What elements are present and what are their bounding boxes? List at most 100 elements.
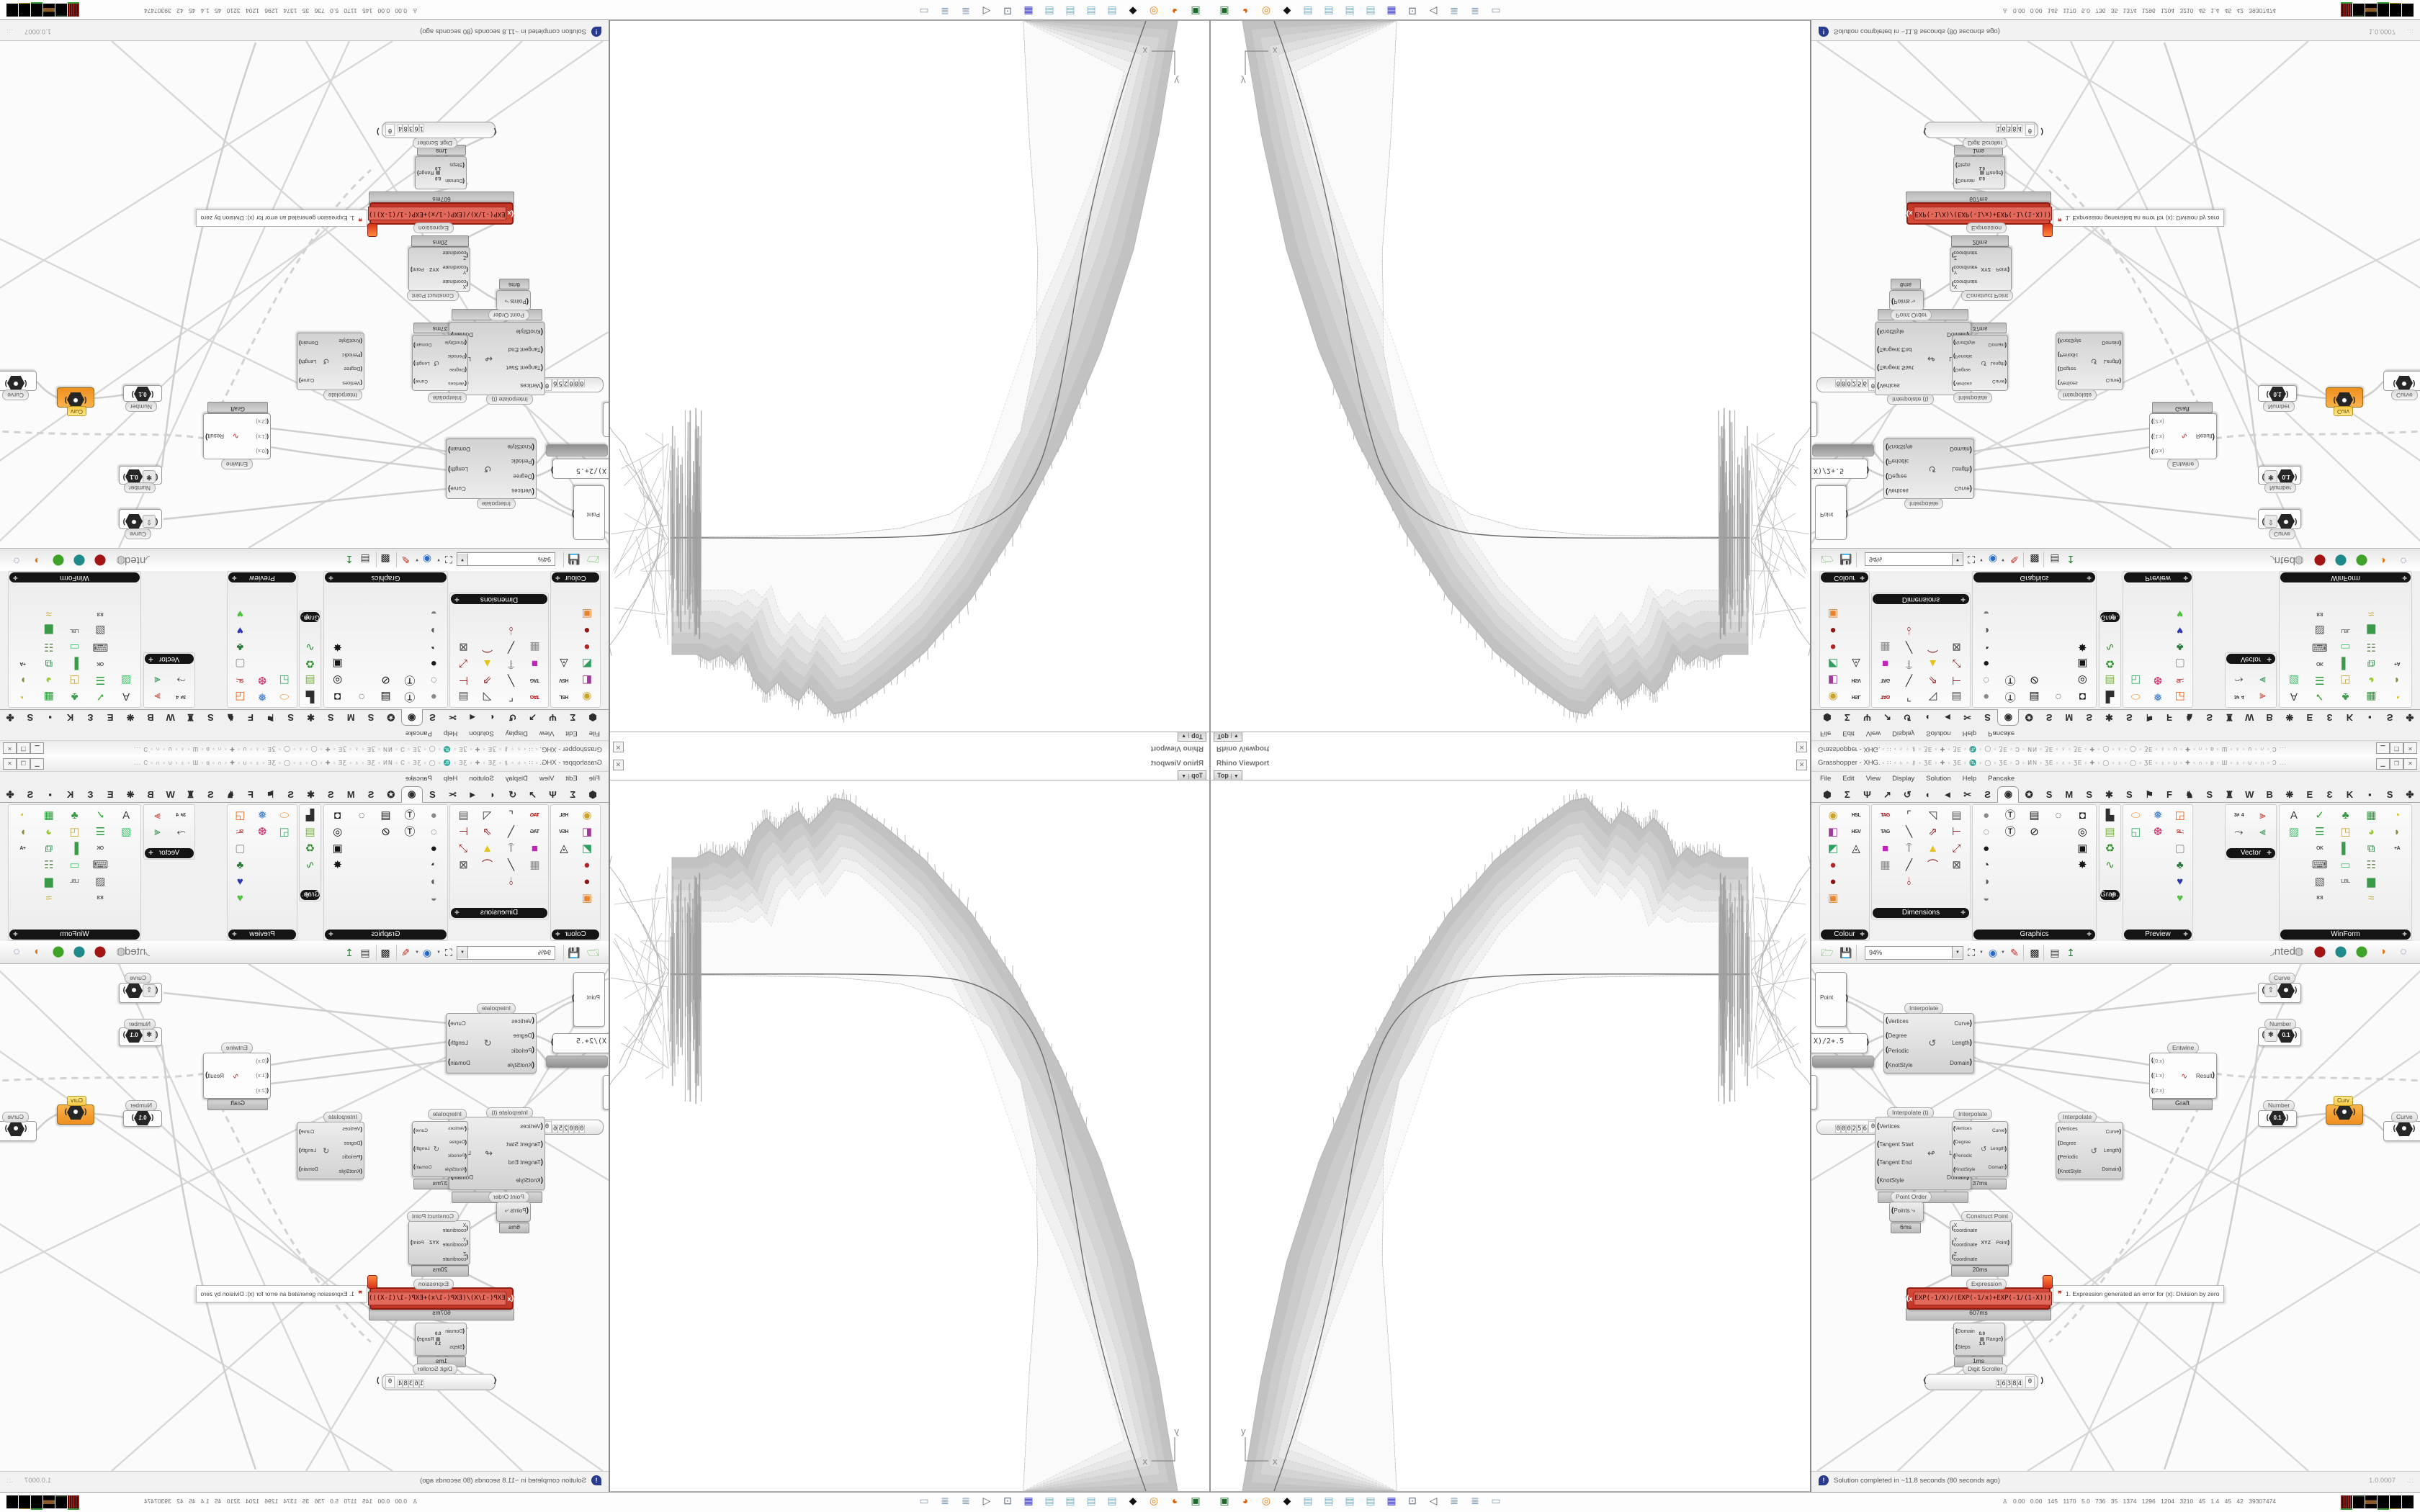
panel-label[interactable]: Colour ✚ [552,572,599,582]
interpolate-node[interactable]: (Vertices(Degree(Periodic(KnotStyle ↺ Cu… [1883,1013,1974,1074]
curvature-group-node[interactable]: (✺) [2326,387,2363,408]
component-tab[interactable]: ↺ [508,789,517,800]
open-file-icon[interactable]: 🗁 [1821,947,1834,958]
graft-bar[interactable]: Graft [2152,402,2213,413]
save-file-icon[interactable]: 💾 [568,947,581,958]
component-tab[interactable]: S [2206,789,2213,800]
interpolate3-label[interactable]: Interpolate [323,390,362,400]
component-tab[interactable]: S [2126,789,2133,800]
caret-icon[interactable]: ▼ [2001,557,2005,562]
interpolate3-label[interactable]: Interpolate [2058,1112,2097,1122]
digit-scroller-label[interactable]: Digit Scroller [412,1364,457,1374]
component-tab[interactable]: K [66,789,74,800]
expression-label[interactable]: Expression [1966,222,2007,233]
close-icon[interactable]: ✕ [1796,760,1807,770]
graft-bar[interactable]: Graft [207,1099,268,1110]
curve-param-label[interactable]: Curve [2269,528,2295,539]
system-monitor-graphs[interactable] [2341,2,2414,17]
component-tab[interactable]: S [2386,712,2393,723]
open-file-icon[interactable]: 🗁 [586,947,599,958]
panel-label[interactable]: Vector ✚ [145,654,194,664]
point-order-node[interactable]: (Points ⤷ [496,290,531,310]
component-tab[interactable]: Ψ [1863,789,1871,800]
digit-scroller-left[interactable]: 000256 0 ) [534,377,604,392]
curve-param-label[interactable]: Curve [125,528,151,539]
system-monitor-graphs[interactable] [2341,1495,2414,1510]
component-tab[interactable]: W [2245,712,2254,723]
number-param-label[interactable]: Number [123,1019,156,1030]
digit-scroller-label[interactable]: Digit Scroller [1963,1364,2008,1374]
interpolate2-label[interactable]: Interpolate [1953,392,1993,403]
component-tab[interactable]: ◉ [400,786,423,803]
component-tab[interactable]: Ɛ [2326,789,2333,800]
close-button[interactable]: ✕ [3,758,17,770]
component-tab[interactable]: ◄ [1942,789,1953,800]
component-tab[interactable]: S [327,712,334,723]
component-tab[interactable]: ⚑ [266,789,275,800]
panel-label[interactable]: Graphics ✚ [1973,930,2095,940]
number-param-node[interactable]: (✱0.1) [119,1027,162,1046]
preview-eye-icon[interactable]: ◉ [1988,554,1998,565]
component-tab[interactable]: ✂ [1963,712,1972,723]
curve-param-node[interactable]: (⇧✺) [2258,983,2301,1003]
number2-label[interactable]: Number [2263,1100,2295,1111]
interpolate-t-label[interactable]: Interpolate (t) [1887,1107,1934,1118]
curve2-node[interactable]: (✺) [2383,371,2420,391]
panel-label[interactable]: WinForm ✚ [2280,930,2411,940]
menu-item[interactable]: Edit [1842,774,1855,783]
caret-icon[interactable]: ▼ [1979,950,1984,955]
component-tab[interactable]: Ƨ [429,712,436,723]
panel-label[interactable]: Colour ✚ [1821,572,1868,582]
component-tab[interactable]: F [2166,712,2172,723]
range-node[interactable]: (Domain(Steps 0.0 ▦ 1.0 Range) [415,156,467,189]
resize-grip[interactable]: .:: [6,1477,13,1484]
solver-balloon-icon[interactable]: ! [591,1475,601,1485]
entwine-label[interactable]: Entwine [220,459,253,469]
component-tab[interactable]: Ɛ [87,712,94,723]
menu-item[interactable]: View [1865,774,1881,783]
error-balloon-icon[interactable] [2043,223,2053,237]
caret-icon[interactable]: ▼ [415,950,419,955]
component-tab[interactable]: S [327,789,334,800]
component-tab[interactable]: ↺ [508,712,517,723]
panel-label[interactable]: Graphics ✚ [325,572,447,582]
component-tab[interactable]: ◖ [1924,789,1930,800]
menu-item[interactable]: Display [505,729,528,738]
point-param-node[interactable]: Point ) [1815,485,1848,540]
component-tab[interactable]: ▪ [48,712,53,723]
point-order-node[interactable]: (Points ⤷ [1889,290,1924,310]
number2-node[interactable]: (0.1) [2258,385,2297,402]
menu-item[interactable]: Edit [1842,729,1855,738]
component-tab[interactable]: S [2045,789,2053,800]
component-tab[interactable]: ◖ [1924,712,1930,723]
component-tab[interactable]: ✂ [1963,789,1972,800]
caret-icon[interactable]: ▼ [436,950,441,955]
interpolate-node[interactable]: (Vertices(Degree(Periodic(KnotStyle ↺ Cu… [446,438,537,499]
close-icon[interactable]: ✕ [613,742,624,752]
interpolate2-label[interactable]: Interpolate [427,392,467,403]
component-tab[interactable]: ♞ [2184,712,2194,723]
minimize-button[interactable]: ▁ [2376,742,2390,754]
viewport-canvas[interactable]: y x [609,780,1209,1492]
system-monitor-graphs[interactable] [6,1495,79,1510]
component-tab[interactable]: ◖ [490,789,496,800]
entwine-node[interactable]: ({0:x}({1:x}({2:x} ∿ Result) [203,413,271,459]
zoom-combo[interactable]: 94% ▼ [1865,552,1963,566]
panel-label[interactable]: Colour ✚ [552,930,599,940]
panel-label[interactable]: Dimensions ✚ [1873,908,1969,918]
interpolate2-label[interactable]: Interpolate [427,1109,467,1120]
menu-item[interactable]: Solution [469,774,494,783]
curve2-node[interactable]: (✺) [0,371,37,391]
component-tab[interactable]: ✪ [2025,789,2033,800]
digit-scroller-left[interactable]: 000256 0 ) [1816,377,1886,392]
component-tab[interactable]: ◖ [490,712,496,723]
menu-item[interactable]: Pancake [405,729,432,738]
zoom-extents-icon[interactable]: ⛶ [445,554,452,565]
caret-icon[interactable]: ▼ [436,557,441,562]
close-button[interactable]: ✕ [2403,758,2417,770]
expression-fragment-panel[interactable]: X)/2+.5 ) [551,1033,609,1053]
menu-item[interactable]: Edit [565,774,578,783]
zoom-combo[interactable]: 94% ▼ [457,552,555,566]
camera-icon[interactable]: ▩ [380,947,390,958]
panel-label[interactable]: Preview ✚ [228,930,296,940]
